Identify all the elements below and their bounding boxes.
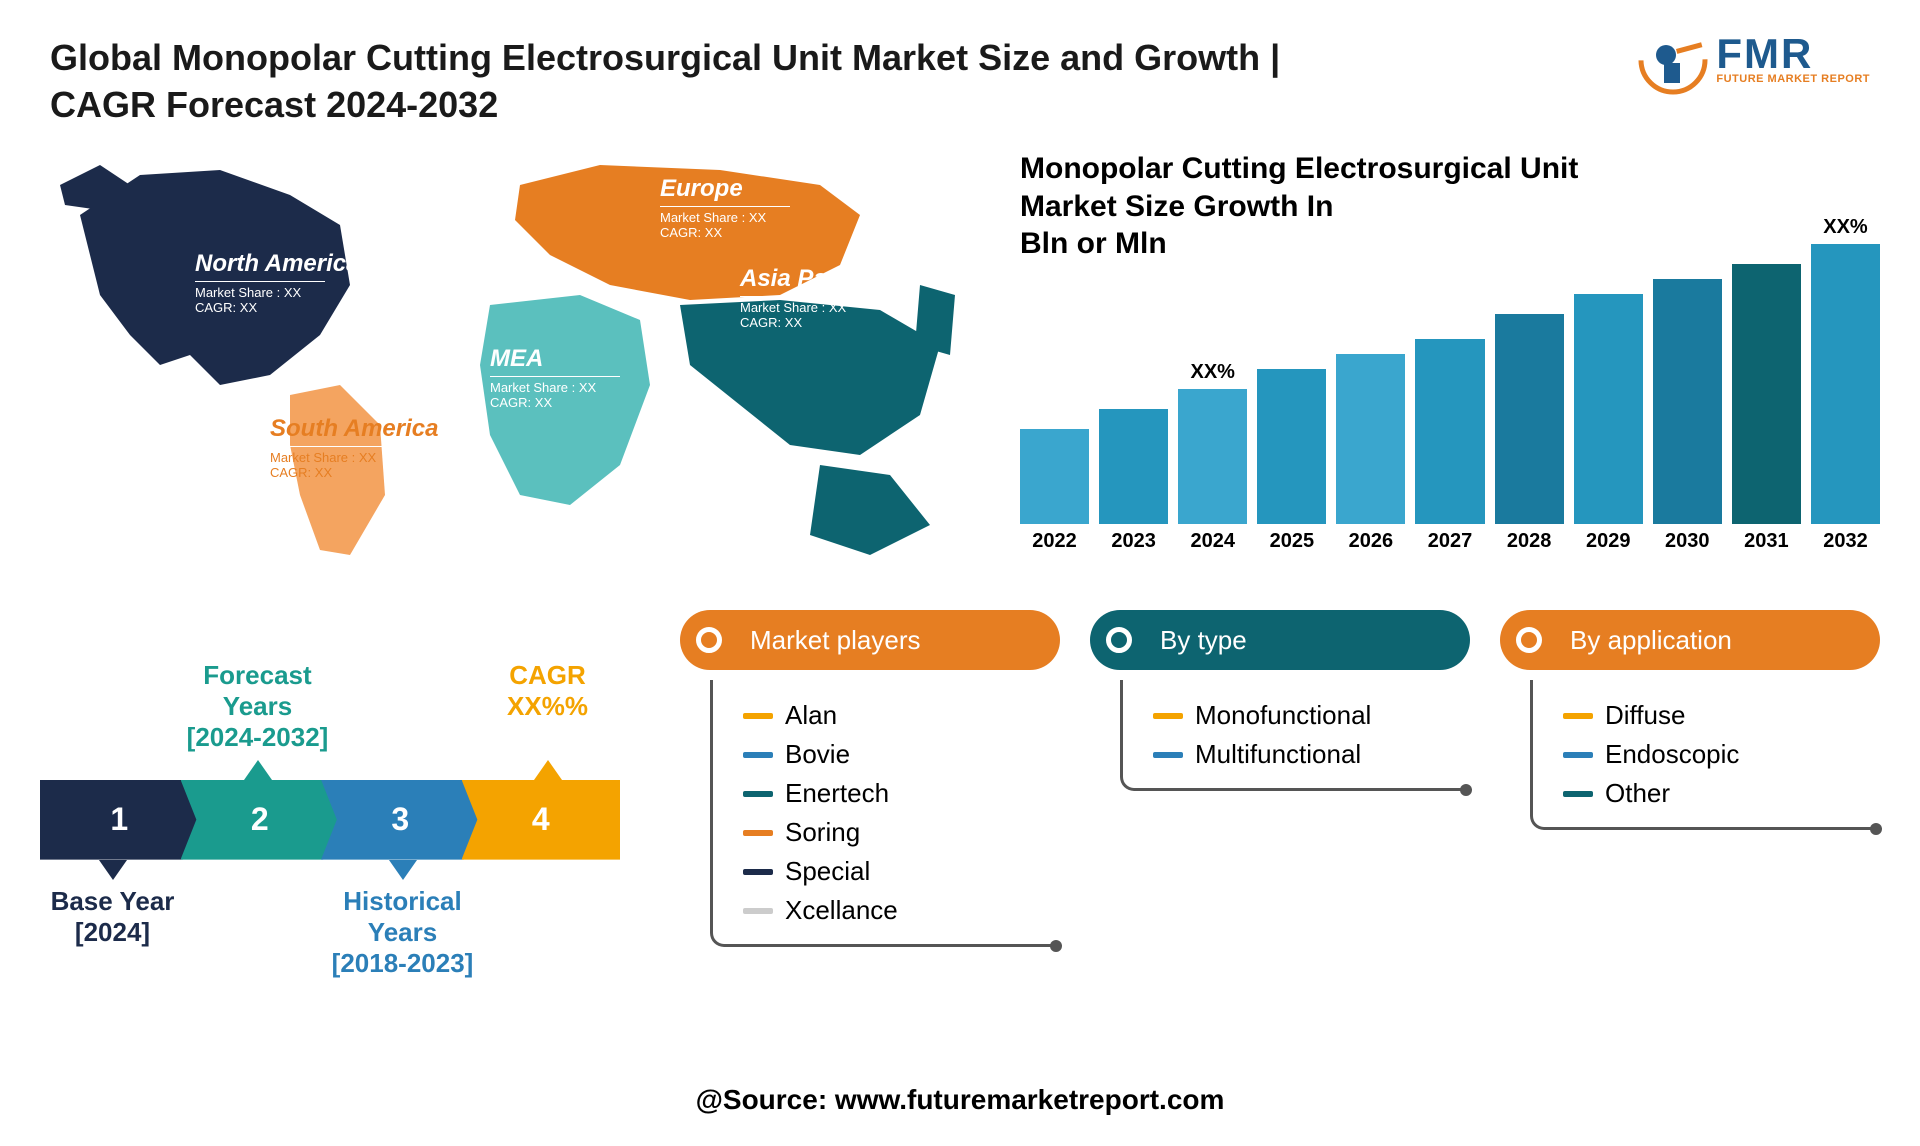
bar-year-label: 2029 <box>1586 530 1631 553</box>
bar-annotation: XX% <box>1823 216 1867 239</box>
source-attribution: @Source: www.futuremarketreport.com <box>696 1084 1225 1116</box>
dash-icon <box>743 869 773 875</box>
bar-year-label: 2028 <box>1507 530 1552 553</box>
timeline-segment-4: 4 <box>462 780 621 860</box>
bar-year-label: 2025 <box>1270 530 1315 553</box>
pill-header: Market players <box>680 610 1060 670</box>
bar-year-label: 2027 <box>1428 530 1473 553</box>
world-map: North America Market Share : XX CAGR: XX… <box>40 155 980 565</box>
bar-2028: 2028 <box>1495 314 1564 553</box>
base-year-label: Base Year [2024] <box>40 886 185 980</box>
bar-2026: 2026 <box>1336 354 1405 553</box>
list-item: Xcellance <box>743 895 1060 926</box>
bar-2025: 2025 <box>1257 369 1326 553</box>
historical-years-label: Historical Years [2018-2023] <box>330 886 475 980</box>
arrow-up-icon <box>244 760 272 780</box>
timeline: Forecast Years [2024-2032] CAGR XX%% 123… <box>40 660 620 979</box>
section-by-type: By type Monofunctional Multifunctional <box>1090 610 1470 791</box>
section-by-application: By application Diffuse Endoscopic Other <box>1500 610 1880 830</box>
growth-bar-chart: Monopolar Cutting Electrosurgical Unit M… <box>1020 150 1880 560</box>
timeline-segment-3: 3 <box>321 780 480 860</box>
bracket: Diffuse Endoscopic Other <box>1530 680 1880 830</box>
bracket: Alan Bovie Enertech Soring Special Xcell… <box>710 680 1060 947</box>
region-label-eu: Europe Market Share : XX CAGR: XX <box>660 175 790 240</box>
list-item: Alan <box>743 700 1060 731</box>
list-item: Enertech <box>743 778 1060 809</box>
bar-2032: XX% 2032 <box>1811 244 1880 553</box>
dash-icon <box>743 752 773 758</box>
dash-icon <box>1563 791 1593 797</box>
bullet-icon <box>1516 627 1542 653</box>
logo-text-sub: FUTURE MARKET REPORT <box>1716 73 1870 85</box>
arrow-down-icon <box>389 860 417 880</box>
timeline-segment-2: 2 <box>181 780 340 860</box>
region-label-sa: South America Market Share : XX CAGR: XX <box>270 415 438 480</box>
title-line1: Global Monopolar Cutting Electrosurgical… <box>50 37 1280 78</box>
list-item: Diffuse <box>1563 700 1880 731</box>
dash-icon <box>1153 713 1183 719</box>
bar-2029: 2029 <box>1574 294 1643 553</box>
dash-icon <box>1563 713 1593 719</box>
bar-year-label: 2030 <box>1665 530 1710 553</box>
bar-2027: 2027 <box>1415 339 1484 553</box>
bar-annotation: XX% <box>1191 361 1235 384</box>
bar-2031: 2031 <box>1732 264 1801 553</box>
bar-year-label: 2031 <box>1744 530 1789 553</box>
region-label-ap: Asia Pacific Market Share : XX CAGR: XX <box>740 265 875 330</box>
forecast-years-label: Forecast Years [2024-2032] <box>185 660 330 754</box>
bars-container: 2022 2023 XX% 2024 2025 2026 2027 2028 20… <box>1020 273 1880 553</box>
timeline-segment-1: 1 <box>40 780 199 860</box>
list-item: Soring <box>743 817 1060 848</box>
region-label-na: North America Market Share : XX CAGR: XX <box>195 250 359 315</box>
bar-year-label: 2032 <box>1823 530 1868 553</box>
arrow-up-icon <box>534 760 562 780</box>
bar-year-label: 2022 <box>1032 530 1077 553</box>
title-line2: CAGR Forecast 2024-2032 <box>50 84 498 125</box>
chart-title: Monopolar Cutting Electrosurgical Unit M… <box>1020 150 1880 263</box>
dash-icon <box>743 830 773 836</box>
bar-2030: 2030 <box>1653 279 1722 553</box>
logo-icon <box>1638 25 1708 95</box>
bar-year-label: 2026 <box>1349 530 1394 553</box>
logo-text-main: FMR <box>1716 35 1870 73</box>
timeline-segments: 1234 <box>40 780 620 860</box>
bracket: Monofunctional Multifunctional <box>1120 680 1470 791</box>
dash-icon <box>1153 752 1183 758</box>
bar-2023: 2023 <box>1099 409 1168 553</box>
list-item: Endoscopic <box>1563 739 1880 770</box>
list-item: Special <box>743 856 1060 887</box>
dash-icon <box>743 713 773 719</box>
page-title: Global Monopolar Cutting Electrosurgical… <box>50 35 1280 129</box>
arrow-down-icon <box>99 860 127 880</box>
list-item: Other <box>1563 778 1880 809</box>
pill-header: By type <box>1090 610 1470 670</box>
list-item: Bovie <box>743 739 1060 770</box>
dash-icon <box>743 791 773 797</box>
dash-icon <box>743 908 773 914</box>
pill-header: By application <box>1500 610 1880 670</box>
bar-year-label: 2023 <box>1111 530 1156 553</box>
bar-year-label: 2024 <box>1190 530 1235 553</box>
dash-icon <box>1563 752 1593 758</box>
bullet-icon <box>1106 627 1132 653</box>
list-item: Multifunctional <box>1153 739 1470 770</box>
bullet-icon <box>696 627 722 653</box>
cagr-label: CAGR XX%% <box>475 660 620 754</box>
fmr-logo: FMR FUTURE MARKET REPORT <box>1638 25 1870 95</box>
list-item: Monofunctional <box>1153 700 1470 731</box>
bar-2024: XX% 2024 <box>1178 389 1247 553</box>
section-market-players: Market players Alan Bovie Enertech Sorin… <box>680 610 1060 947</box>
region-label-mea: MEA Market Share : XX CAGR: XX <box>490 345 620 410</box>
bar-2022: 2022 <box>1020 429 1089 553</box>
